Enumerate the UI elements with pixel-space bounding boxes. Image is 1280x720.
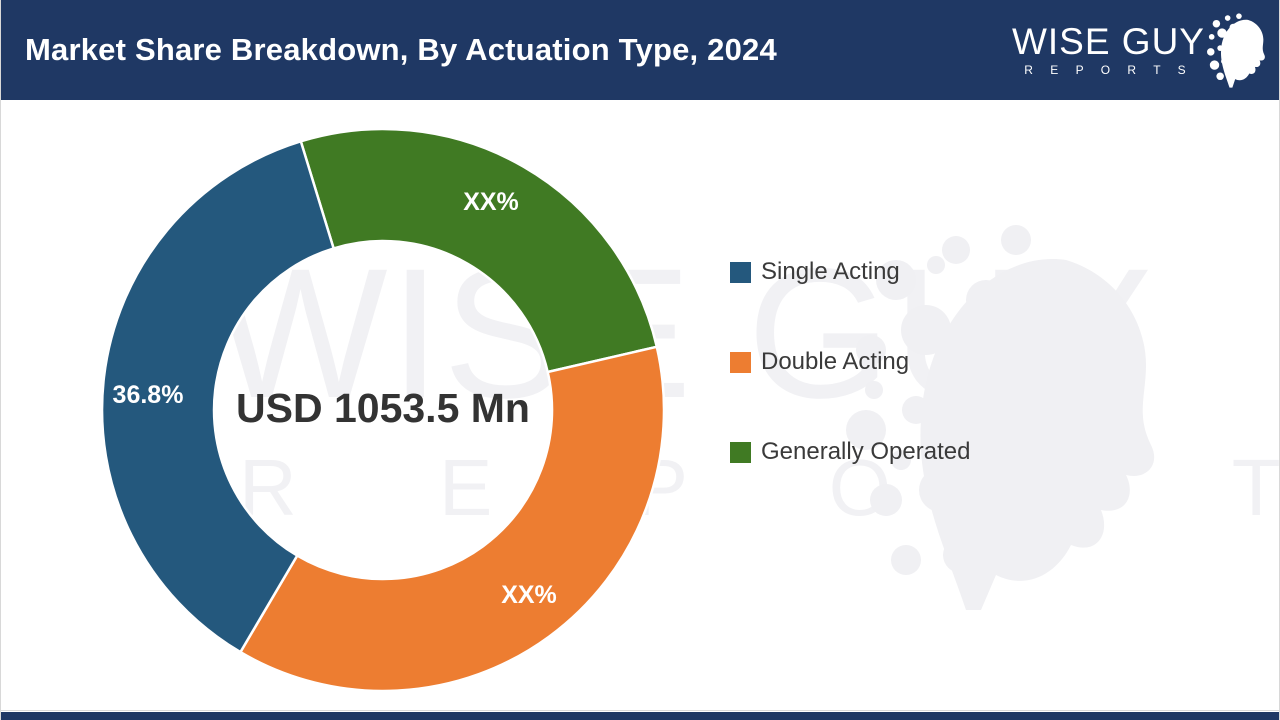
segment-double-acting <box>239 345 666 693</box>
logo-wordmark: WISE GUY <box>1011 20 1205 62</box>
segment-label-double-acting: XX% <box>501 581 557 609</box>
legend-label: Single Acting <box>761 258 900 285</box>
segment-single-acting <box>100 140 335 654</box>
segment-generally-operated <box>299 127 659 374</box>
footer-bar <box>1 712 1279 720</box>
legend-item-double-acting: Double Acting <box>730 340 970 384</box>
header-bar: Market Share Breakdown, By Actuation Typ… <box>1 0 1279 100</box>
logo-face-icon <box>1207 13 1265 88</box>
donut-chart: XX% XX% 36.8% USD 1053.5 Mn <box>100 127 666 693</box>
legend-swatch-single-acting <box>730 261 751 283</box>
legend-item-single-acting: Single Acting <box>730 250 970 294</box>
wise-guy-logo: WISE GUY R E P O R T S <box>1012 9 1269 91</box>
legend-swatch-generally-operated <box>730 441 751 463</box>
segment-label-generally-operated: XX% <box>463 188 519 216</box>
legend-label: Double Acting <box>761 348 910 375</box>
chart-title: Market Share Breakdown, By Actuation Typ… <box>25 32 777 67</box>
legend-label: Generally Operated <box>761 438 971 465</box>
segment-label-single-acting: 36.8% <box>113 381 184 409</box>
legend-item-generally-operated: Generally Operated <box>730 430 970 474</box>
logo-subtitle: R E P O R T S <box>1024 63 1193 78</box>
chart-legend: Single Acting Double Acting Generally Op… <box>730 250 970 520</box>
legend-swatch-double-acting <box>730 351 751 373</box>
logo-text: WISE GUY R E P O R T S <box>1011 20 1205 78</box>
donut-center-value: USD 1053.5 Mn <box>236 385 530 431</box>
bottom-divider <box>1 710 1279 711</box>
